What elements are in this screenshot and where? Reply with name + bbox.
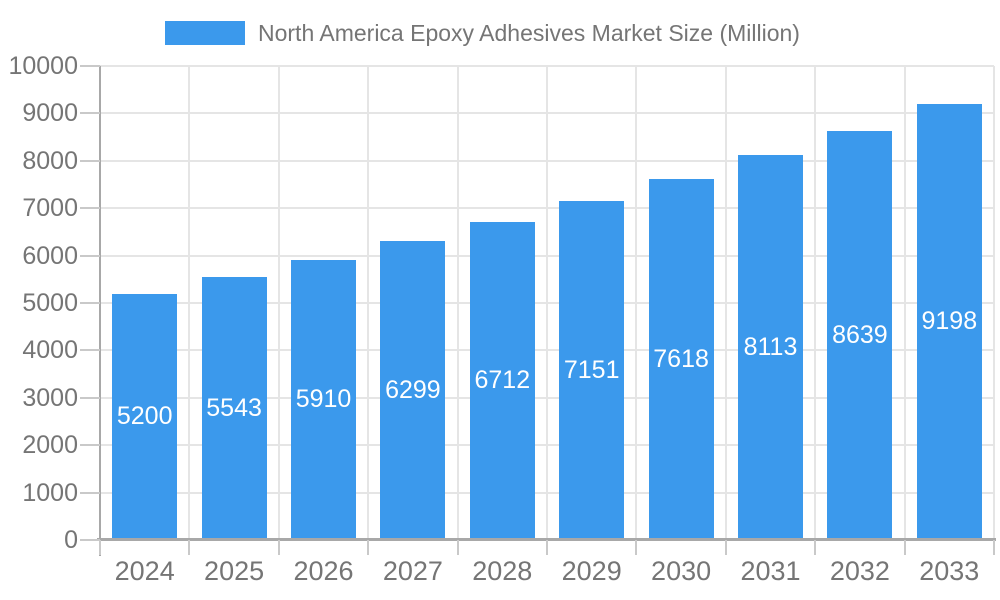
y-tick-label: 1000: [22, 478, 78, 507]
h-gridline: [100, 396, 994, 399]
legend-item[interactable]: North America Epoxy Adhesives Market Siz…: [165, 18, 800, 48]
bar-2028: 6712: [469, 221, 535, 540]
x-tick-label: 2029: [561, 556, 622, 586]
legend-swatch: [165, 21, 245, 45]
bar-value-label: 7618: [653, 344, 709, 373]
y-tick-label: 3000: [22, 383, 78, 412]
bar-value-label: 9198: [921, 307, 978, 336]
y-tick-label: 4000: [22, 336, 78, 365]
y-axis-tick: [80, 396, 100, 399]
x-axis-tick: [993, 540, 995, 555]
y-tick-label: 5000: [22, 289, 78, 317]
bar-2024: 5200: [112, 293, 178, 540]
y-tick-label: 10000: [8, 52, 78, 80]
legend-label: North America Epoxy Adhesives Market Siz…: [258, 19, 800, 46]
x-tick-label: 2026: [293, 556, 354, 586]
bar-value-label: 8639: [832, 320, 888, 349]
x-tick-label: 2033: [919, 556, 980, 586]
bar-value-label: 6712: [474, 366, 531, 395]
x-axis-tick: [188, 540, 191, 555]
bar-2029: 7151: [559, 201, 625, 540]
h-gridline: [100, 207, 994, 210]
y-axis-tick: [80, 254, 100, 257]
y-axis-line: [99, 66, 101, 556]
y-axis-tick: [80, 112, 100, 115]
x-tick-label: 2025: [204, 556, 265, 586]
bar-2033: 9198: [916, 104, 982, 540]
x-axis-tick: [724, 540, 727, 555]
y-tick-label: 6000: [22, 241, 78, 270]
bar-2031: 8113: [738, 155, 803, 540]
y-tick-label: 2000: [22, 431, 78, 460]
h-gridline: [100, 491, 994, 494]
x-tick-label: 2024: [114, 556, 175, 586]
y-axis-tick: [80, 349, 100, 352]
x-axis-tick: [277, 540, 280, 555]
x-axis-tick: [903, 540, 906, 555]
x-tick-label: 2028: [472, 556, 533, 586]
y-axis-tick: [80, 159, 100, 162]
x-axis-tick: [99, 540, 101, 555]
x-tick-label: 2030: [651, 556, 712, 586]
h-gridline: [100, 444, 994, 447]
bar-value-label: 8113: [743, 333, 798, 362]
y-axis-tick: [80, 302, 100, 304]
bar-2027: 6299: [380, 241, 446, 540]
bar-value-label: 5200: [116, 402, 173, 431]
y-axis-tick: [80, 65, 100, 67]
h-gridline: [100, 65, 994, 67]
x-tick-label: 2027: [382, 556, 443, 586]
bar-2032: 8639: [827, 130, 893, 540]
bar-2026: 5910: [291, 259, 356, 540]
y-tick-label: 9000: [22, 99, 78, 128]
h-gridline: [100, 159, 994, 162]
x-axis-tick: [456, 540, 459, 555]
x-axis-tick: [546, 540, 548, 555]
x-axis-tick: [367, 540, 370, 555]
y-tick-label: 7000: [22, 194, 78, 223]
bar-value-label: 6299: [385, 376, 441, 405]
x-axis-tick: [635, 540, 638, 555]
h-gridline: [100, 112, 994, 115]
h-gridline: [100, 302, 994, 304]
x-axis-tick: [814, 540, 817, 555]
v-gridline: [993, 66, 995, 540]
y-axis-tick: [80, 444, 100, 447]
h-gridline: [100, 254, 994, 257]
h-gridline: [100, 349, 994, 352]
y-axis-tick: [80, 491, 100, 494]
y-tick-label: 0: [64, 526, 78, 554]
bar-value-label: 7151: [563, 356, 620, 384]
x-axis-line: [97, 538, 996, 541]
bar-2025: 5543: [201, 277, 267, 540]
bar-value-label: 5910: [295, 385, 352, 414]
plot-area: 5200 5543 5910 6299 6712 7151 7618 8113 8639 9198: [100, 65, 995, 540]
bar-value-label: 5543: [206, 394, 262, 423]
y-axis-tick: [80, 539, 100, 541]
x-tick-label: 2032: [829, 556, 890, 586]
y-tick-label: 8000: [22, 146, 78, 175]
y-axis-tick: [80, 207, 100, 210]
x-tick-label: 2031: [740, 556, 801, 586]
bar-2030: 7618: [648, 178, 714, 540]
